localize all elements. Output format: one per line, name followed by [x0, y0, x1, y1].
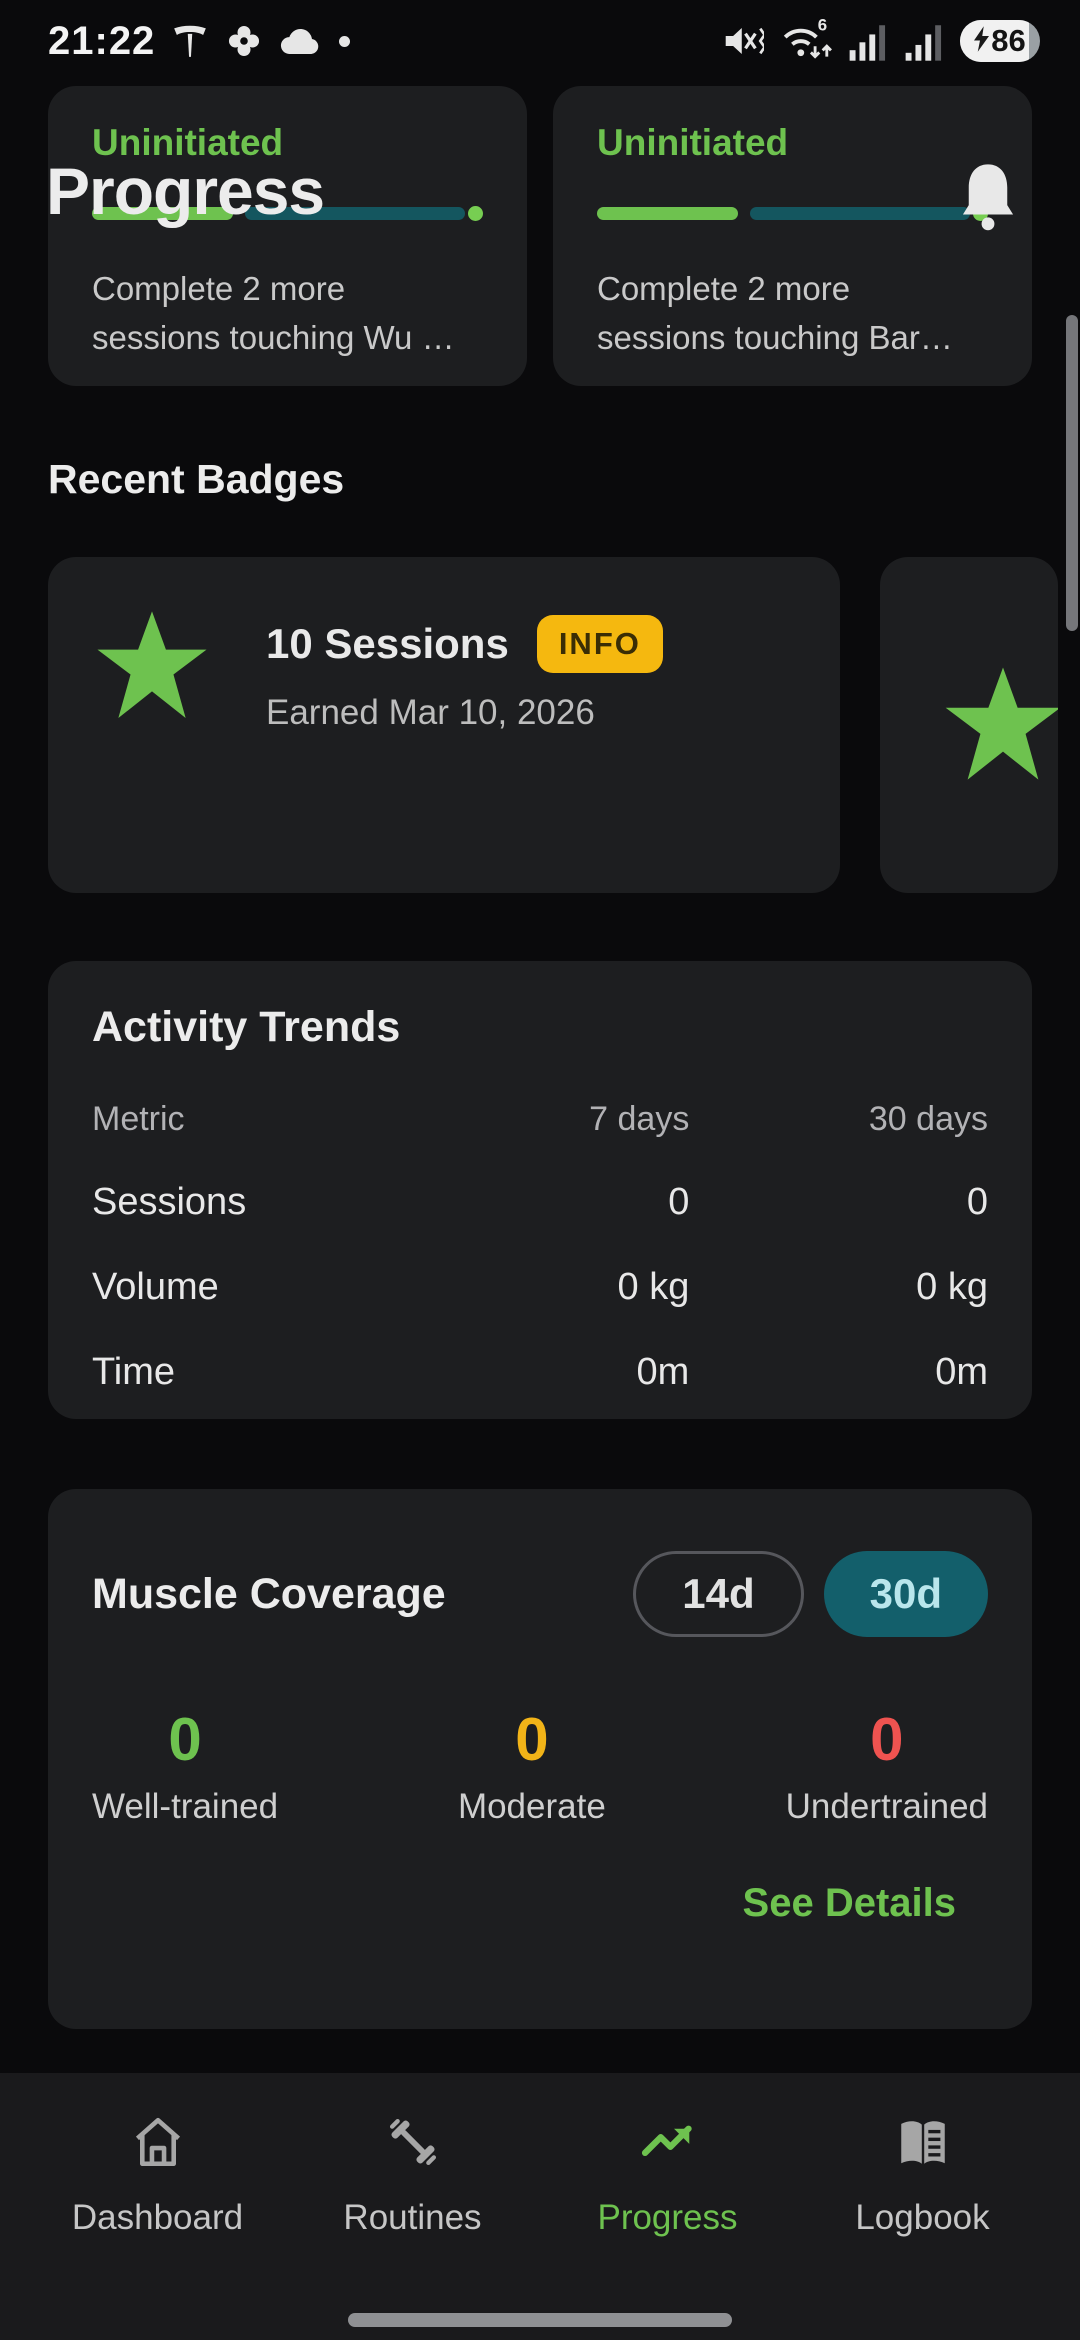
col-7-days: 7 days	[589, 1100, 690, 1138]
home-icon	[129, 2113, 187, 2176]
activity-trends-title: Activity Trends	[92, 1003, 401, 1051]
stat-value: 0	[515, 1706, 549, 1773]
nav-logbook[interactable]: Logbook	[795, 2113, 1050, 2238]
badge-info-block: 10 Sessions INFO Earned Mar 10, 2026	[266, 611, 663, 893]
weather-cloud-icon	[279, 26, 323, 56]
range-toggle: 14d 30d	[633, 1551, 988, 1637]
achievements-row: Uninitiated Complete 2 more sessions tou…	[48, 86, 1032, 386]
cellular-signal-2-icon	[904, 20, 944, 62]
stat-label: Undertrained	[785, 1787, 988, 1826]
stat-well-trained: 0 Well-trained	[92, 1707, 278, 1827]
stat-moderate: 0 Moderate	[458, 1707, 606, 1827]
badge-card-next-partial[interactable]	[880, 557, 1058, 893]
dumbbell-icon	[384, 2113, 442, 2176]
nav-routines[interactable]: Routines	[285, 2113, 540, 2238]
nav-progress[interactable]: Progress	[540, 2113, 795, 2238]
cellular-signal-icon	[848, 20, 888, 62]
achievement-description: Complete 2 more sessions touching Wu …	[92, 270, 455, 356]
progress-endpoint-dot	[468, 205, 483, 221]
stat-value: 0	[168, 1706, 202, 1773]
progress-remaining-segment	[244, 206, 465, 220]
page-title: Progress	[46, 154, 325, 228]
badge-star-icon	[942, 667, 1058, 790]
tesla-notification-icon	[171, 22, 209, 60]
charging-bolt-icon	[974, 25, 990, 57]
logbook-icon	[894, 2113, 952, 2176]
badge-info-tag[interactable]: INFO	[536, 615, 663, 673]
nav-label: Progress	[597, 2198, 738, 2237]
clock: 21:22	[48, 18, 156, 63]
activity-row-volume: Volume 0 kg 0 kg	[92, 1266, 988, 1309]
recent-badges-heading: Recent Badges	[48, 456, 345, 502]
status-bar: 21:22	[0, 0, 1080, 82]
nav-label: Routines	[343, 2198, 482, 2237]
progress-done-segment	[92, 206, 233, 220]
see-details-link[interactable]: See Details	[742, 1881, 956, 1925]
achievement-progress-bar	[597, 205, 988, 221]
notifications-bell-button[interactable]	[960, 160, 1016, 234]
value-7d: 0m	[636, 1351, 690, 1393]
battery-fill	[960, 20, 1029, 62]
range-14d-button[interactable]: 14d	[633, 1551, 804, 1637]
value-30d: 0	[966, 1181, 988, 1223]
range-30d-button[interactable]: 30d	[823, 1551, 988, 1637]
achievement-card-2[interactable]: Uninitiated Complete 2 more sessions tou…	[553, 86, 1032, 386]
progress-done-segment	[597, 206, 738, 220]
achievement-status: Uninitiated	[92, 122, 284, 163]
coverage-stats-row: 0 Well-trained 0 Moderate 0 Undertrained	[92, 1707, 988, 1827]
progress-remaining-segment	[749, 206, 970, 220]
stat-undertrained: 0 Undertrained	[786, 1707, 988, 1827]
progress-screen: Uninitiated Complete 2 more sessions tou…	[0, 86, 1080, 2029]
muscle-coverage-card: Muscle Coverage 14d 30d 0 Well-trained 0…	[48, 1489, 1032, 2029]
achievement-description: Complete 2 more sessions touching Bar…	[597, 270, 953, 356]
col-metric: Metric	[92, 1100, 185, 1138]
gesture-handle[interactable]	[348, 2313, 732, 2327]
bottom-navigation: Dashboard Routines	[0, 2073, 1080, 2340]
nav-dashboard[interactable]: Dashboard	[30, 2113, 285, 2238]
activity-row-time: Time 0m 0m	[92, 1351, 988, 1394]
battery-percent: 86	[991, 23, 1026, 58]
nav-label: Logbook	[855, 2198, 990, 2237]
fan-notification-icon	[225, 22, 263, 60]
activity-trends-card: Activity Trends Metric 7 days 30 days Se…	[48, 961, 1032, 1419]
stat-label: Moderate	[457, 1787, 606, 1826]
achievement-card-1[interactable]: Uninitiated Complete 2 more sessions tou…	[48, 86, 527, 386]
achievement-status: Uninitiated	[597, 122, 789, 163]
mute-vibrate-icon	[722, 20, 764, 62]
badges-carousel: 10 Sessions INFO Earned Mar 10, 2026	[48, 557, 1058, 893]
activity-row-sessions: Sessions 0 0	[92, 1181, 988, 1224]
badge-card-10-sessions[interactable]: 10 Sessions INFO Earned Mar 10, 2026	[48, 557, 840, 893]
trending-up-icon	[639, 2113, 697, 2176]
stat-value: 0	[870, 1706, 904, 1773]
row-label: Time	[92, 1351, 176, 1393]
col-30-days: 30 days	[868, 1100, 988, 1138]
badge-title: 10 Sessions	[266, 620, 509, 667]
value-30d: 0m	[935, 1351, 988, 1393]
stat-label: Well-trained	[92, 1787, 279, 1826]
value-7d: 0	[668, 1181, 690, 1223]
badge-star-icon	[94, 611, 210, 893]
svg-text:6: 6	[818, 17, 827, 35]
value-30d: 0 kg	[916, 1266, 988, 1308]
row-label: Sessions	[92, 1181, 247, 1223]
activity-table-header: Metric 7 days 30 days	[92, 1100, 988, 1139]
notification-dot-icon	[339, 35, 351, 47]
achievement-progress-bar	[92, 205, 483, 221]
battery-indicator: 86	[960, 20, 1040, 62]
scrollbar-thumb[interactable]	[1066, 315, 1078, 631]
badge-earned-date: Earned Mar 10, 2026	[266, 693, 595, 732]
row-label: Volume	[92, 1266, 219, 1308]
value-7d: 0 kg	[617, 1266, 690, 1308]
muscle-coverage-title: Muscle Coverage	[92, 1569, 446, 1618]
wifi6-icon: 6	[780, 17, 832, 65]
nav-label: Dashboard	[71, 2198, 244, 2237]
